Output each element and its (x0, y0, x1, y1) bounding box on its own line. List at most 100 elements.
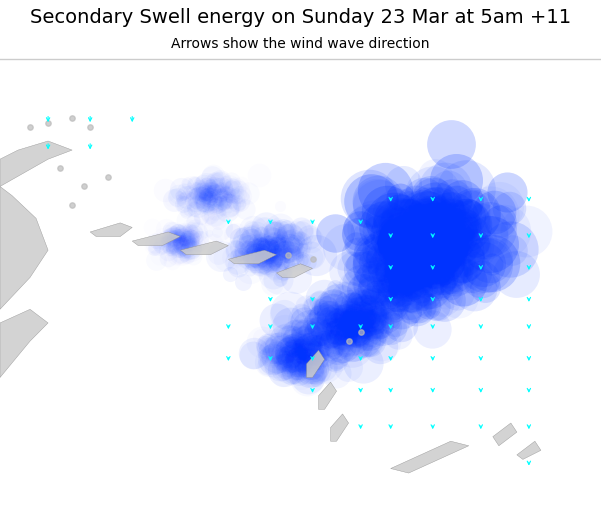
Point (239, 243, 248, 251)
Point (250, 254, 260, 262)
Point (487, 261, 496, 269)
Point (220, 191, 230, 199)
Point (325, 323, 334, 331)
Point (457, 197, 467, 205)
Point (315, 344, 325, 352)
Point (166, 244, 175, 252)
Point (419, 270, 429, 278)
Polygon shape (228, 250, 276, 264)
Point (295, 360, 305, 369)
Point (350, 312, 360, 320)
Point (191, 190, 200, 198)
Point (456, 265, 465, 273)
Point (225, 270, 235, 279)
Point (193, 241, 203, 249)
Point (412, 214, 421, 222)
Point (218, 208, 227, 216)
Point (168, 232, 177, 240)
Point (451, 247, 460, 255)
Point (300, 364, 310, 372)
Point (362, 310, 371, 319)
Point (391, 232, 400, 241)
Point (275, 250, 284, 259)
Point (447, 221, 456, 229)
Point (190, 244, 200, 252)
Point (338, 323, 348, 331)
Point (349, 297, 358, 305)
Point (186, 233, 195, 242)
Point (406, 309, 415, 318)
Point (297, 360, 307, 368)
Point (193, 240, 203, 248)
Point (409, 241, 418, 249)
Point (331, 320, 341, 328)
Point (278, 267, 288, 276)
Point (441, 242, 451, 250)
Point (451, 197, 461, 205)
Point (268, 345, 278, 353)
Point (191, 197, 200, 206)
Point (419, 233, 429, 242)
Point (296, 343, 305, 351)
Point (151, 237, 161, 246)
Point (281, 245, 291, 253)
Point (295, 353, 305, 361)
Point (264, 247, 273, 255)
Point (367, 312, 376, 320)
Point (430, 236, 440, 245)
Point (308, 368, 317, 376)
Point (177, 236, 187, 244)
Point (326, 339, 336, 347)
Point (174, 241, 183, 249)
Point (287, 345, 297, 354)
Point (178, 240, 188, 248)
Point (430, 203, 439, 211)
Point (222, 180, 231, 188)
Point (398, 235, 407, 243)
Point (175, 248, 185, 256)
Point (194, 198, 203, 207)
Point (282, 365, 291, 374)
Point (165, 234, 175, 242)
Point (269, 256, 279, 265)
Point (209, 179, 218, 188)
Point (386, 292, 396, 300)
Point (332, 359, 341, 368)
Point (287, 334, 296, 342)
Point (322, 316, 331, 324)
Point (359, 302, 368, 310)
Point (174, 192, 184, 200)
Point (299, 317, 308, 325)
Point (427, 252, 437, 260)
Point (254, 251, 263, 259)
Point (234, 198, 244, 207)
Point (223, 198, 233, 207)
Point (407, 264, 417, 272)
Point (271, 263, 281, 271)
Point (151, 239, 160, 247)
Point (359, 336, 368, 344)
Point (269, 228, 279, 236)
Point (246, 244, 255, 252)
Point (188, 182, 197, 190)
Point (310, 343, 319, 351)
Point (189, 230, 198, 238)
Point (174, 235, 184, 243)
Point (197, 198, 206, 206)
Point (260, 248, 269, 256)
Point (253, 254, 263, 262)
Point (346, 341, 355, 349)
Point (284, 341, 293, 349)
Point (210, 196, 219, 205)
Point (256, 244, 266, 252)
Point (446, 256, 456, 265)
Point (457, 255, 467, 264)
Point (399, 230, 409, 238)
Point (486, 240, 495, 248)
Point (287, 237, 297, 245)
Point (183, 248, 193, 256)
Point (466, 268, 476, 276)
Point (216, 196, 225, 205)
Polygon shape (331, 414, 349, 441)
Point (305, 232, 314, 241)
